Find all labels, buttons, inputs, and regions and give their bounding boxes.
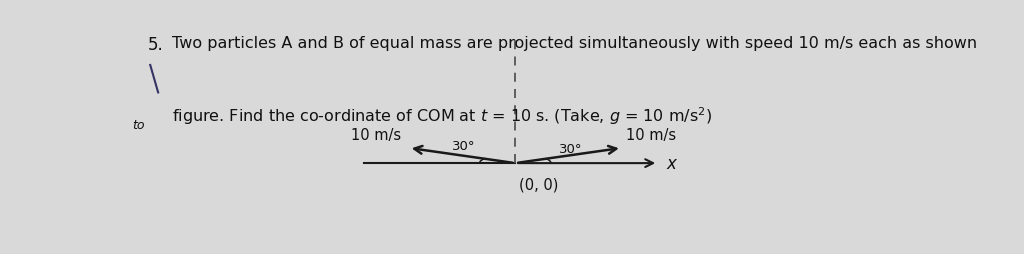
Text: figure. Find the co-ordinate of COM at $t$ = 10 s. (Take, $g$ = 10 m/s$^2$): figure. Find the co-ordinate of COM at $… (172, 105, 712, 126)
Text: 10 m/s: 10 m/s (350, 128, 400, 142)
Text: 30°: 30° (559, 143, 583, 156)
Text: Two particles A and B of equal mass are projected simultaneously with speed 10 m: Two particles A and B of equal mass are … (172, 36, 977, 51)
Text: 5.: 5. (147, 36, 164, 54)
Text: to: to (132, 118, 144, 131)
Text: 30°: 30° (452, 140, 475, 153)
Text: (0, 0): (0, 0) (519, 177, 559, 192)
Text: 10 m/s: 10 m/s (626, 128, 676, 142)
Text: x: x (666, 154, 676, 172)
